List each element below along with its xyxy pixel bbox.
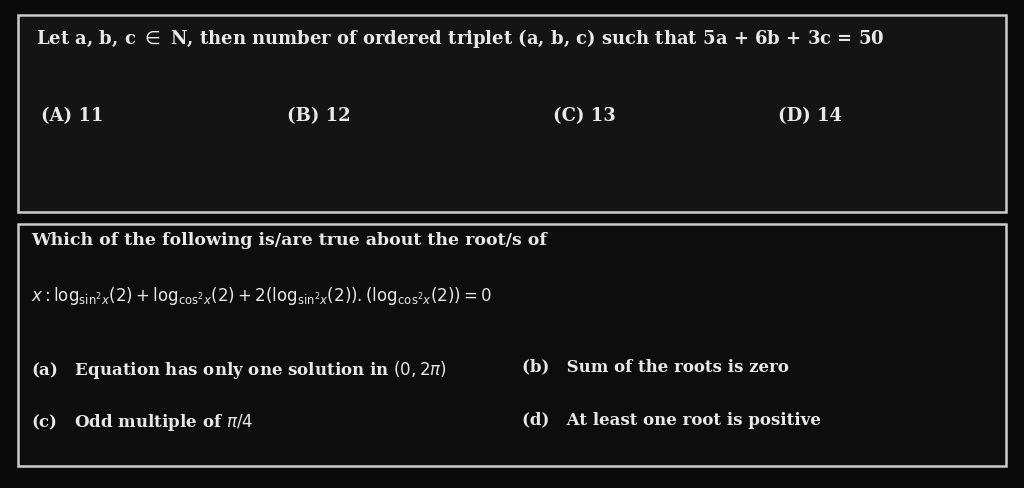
Text: (b)   Sum of the roots is zero: (b) Sum of the roots is zero <box>522 359 790 376</box>
Text: (D) 14: (D) 14 <box>778 107 842 125</box>
Text: (A) 11: (A) 11 <box>41 107 103 125</box>
Text: (c)   Odd multiple of $\pi/4$: (c) Odd multiple of $\pi/4$ <box>31 412 253 433</box>
Text: Which of the following is/are true about the root/s of: Which of the following is/are true about… <box>31 232 547 249</box>
FancyBboxPatch shape <box>18 15 1006 212</box>
Text: $x : \log_{\sin^2\! x}(2) + \log_{\cos^2\! x}(2) + 2(\log_{\sin^2\! x}(2)).(\log: $x : \log_{\sin^2\! x}(2) + \log_{\cos^2… <box>31 285 492 307</box>
Text: (a)   Equation has only one solution in $(0, 2\pi)$: (a) Equation has only one solution in $(… <box>31 359 446 381</box>
FancyBboxPatch shape <box>18 224 1006 466</box>
Text: Let a, b, c $\in$ N, then number of ordered triplet (a, b, c) such that 5a + 6b : Let a, b, c $\in$ N, then number of orde… <box>36 27 885 50</box>
Text: (C) 13: (C) 13 <box>553 107 615 125</box>
Text: (B) 12: (B) 12 <box>287 107 350 125</box>
Text: (d)   At least one root is positive: (d) At least one root is positive <box>522 412 821 429</box>
